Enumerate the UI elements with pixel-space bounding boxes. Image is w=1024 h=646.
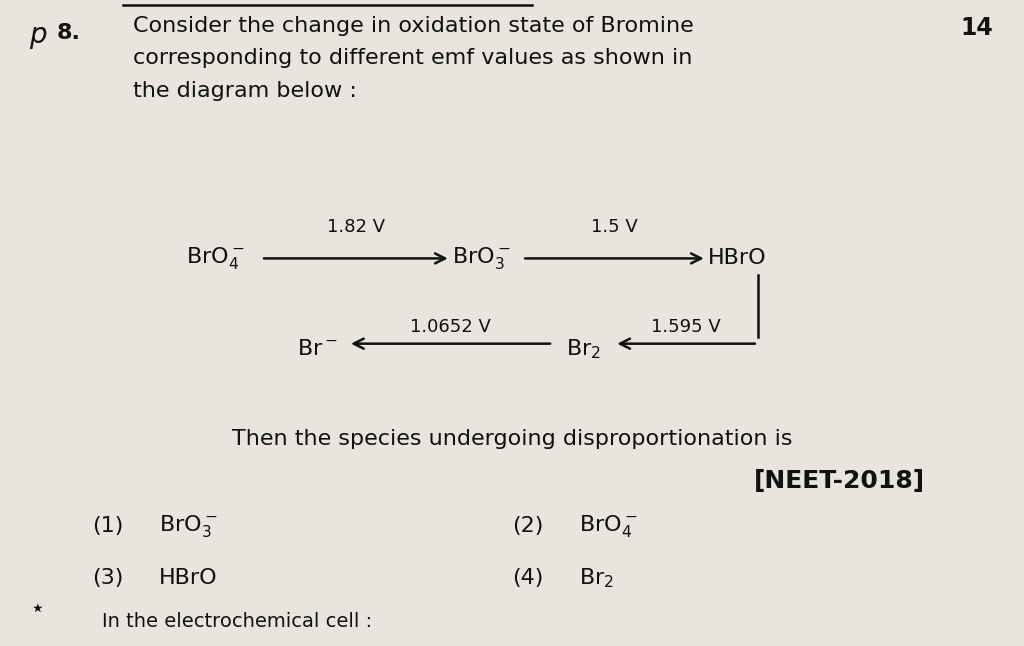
Text: (2): (2) — [512, 517, 544, 536]
Text: 1.595 V: 1.595 V — [651, 318, 721, 336]
Text: (3): (3) — [92, 568, 124, 588]
Text: [NEET-2018]: [NEET-2018] — [754, 469, 926, 494]
Text: 1.5 V: 1.5 V — [591, 218, 638, 236]
Text: BrO$_3^-$: BrO$_3^-$ — [452, 245, 511, 271]
Text: (1): (1) — [92, 517, 124, 536]
Text: (4): (4) — [512, 568, 544, 588]
Text: corresponding to different emf values as shown in: corresponding to different emf values as… — [133, 48, 692, 68]
Text: HBrO: HBrO — [708, 249, 767, 268]
Text: HBrO: HBrO — [159, 568, 217, 588]
Text: BrO$_3^-$: BrO$_3^-$ — [159, 514, 217, 539]
Text: 8.: 8. — [56, 23, 80, 43]
Text: 14: 14 — [961, 16, 993, 40]
Text: BrO$_4^-$: BrO$_4^-$ — [579, 514, 637, 539]
Text: In the electrochemical cell :: In the electrochemical cell : — [102, 612, 373, 631]
Text: 1.0652 V: 1.0652 V — [411, 318, 490, 336]
Text: Br$^-$: Br$^-$ — [297, 339, 338, 359]
Text: $\star$: $\star$ — [29, 595, 43, 620]
Text: Br$_2$: Br$_2$ — [579, 567, 613, 590]
Text: Br$_2$: Br$_2$ — [566, 337, 601, 360]
Text: Consider the change in oxidation state of Bromine: Consider the change in oxidation state o… — [133, 16, 694, 36]
Text: $\mathit{p}$: $\mathit{p}$ — [29, 23, 47, 50]
Text: BrO$_4^-$: BrO$_4^-$ — [185, 245, 245, 271]
Text: 1.82 V: 1.82 V — [327, 218, 385, 236]
Text: the diagram below :: the diagram below : — [133, 81, 357, 101]
Text: Then the species undergoing disproportionation is: Then the species undergoing disproportio… — [231, 430, 793, 449]
